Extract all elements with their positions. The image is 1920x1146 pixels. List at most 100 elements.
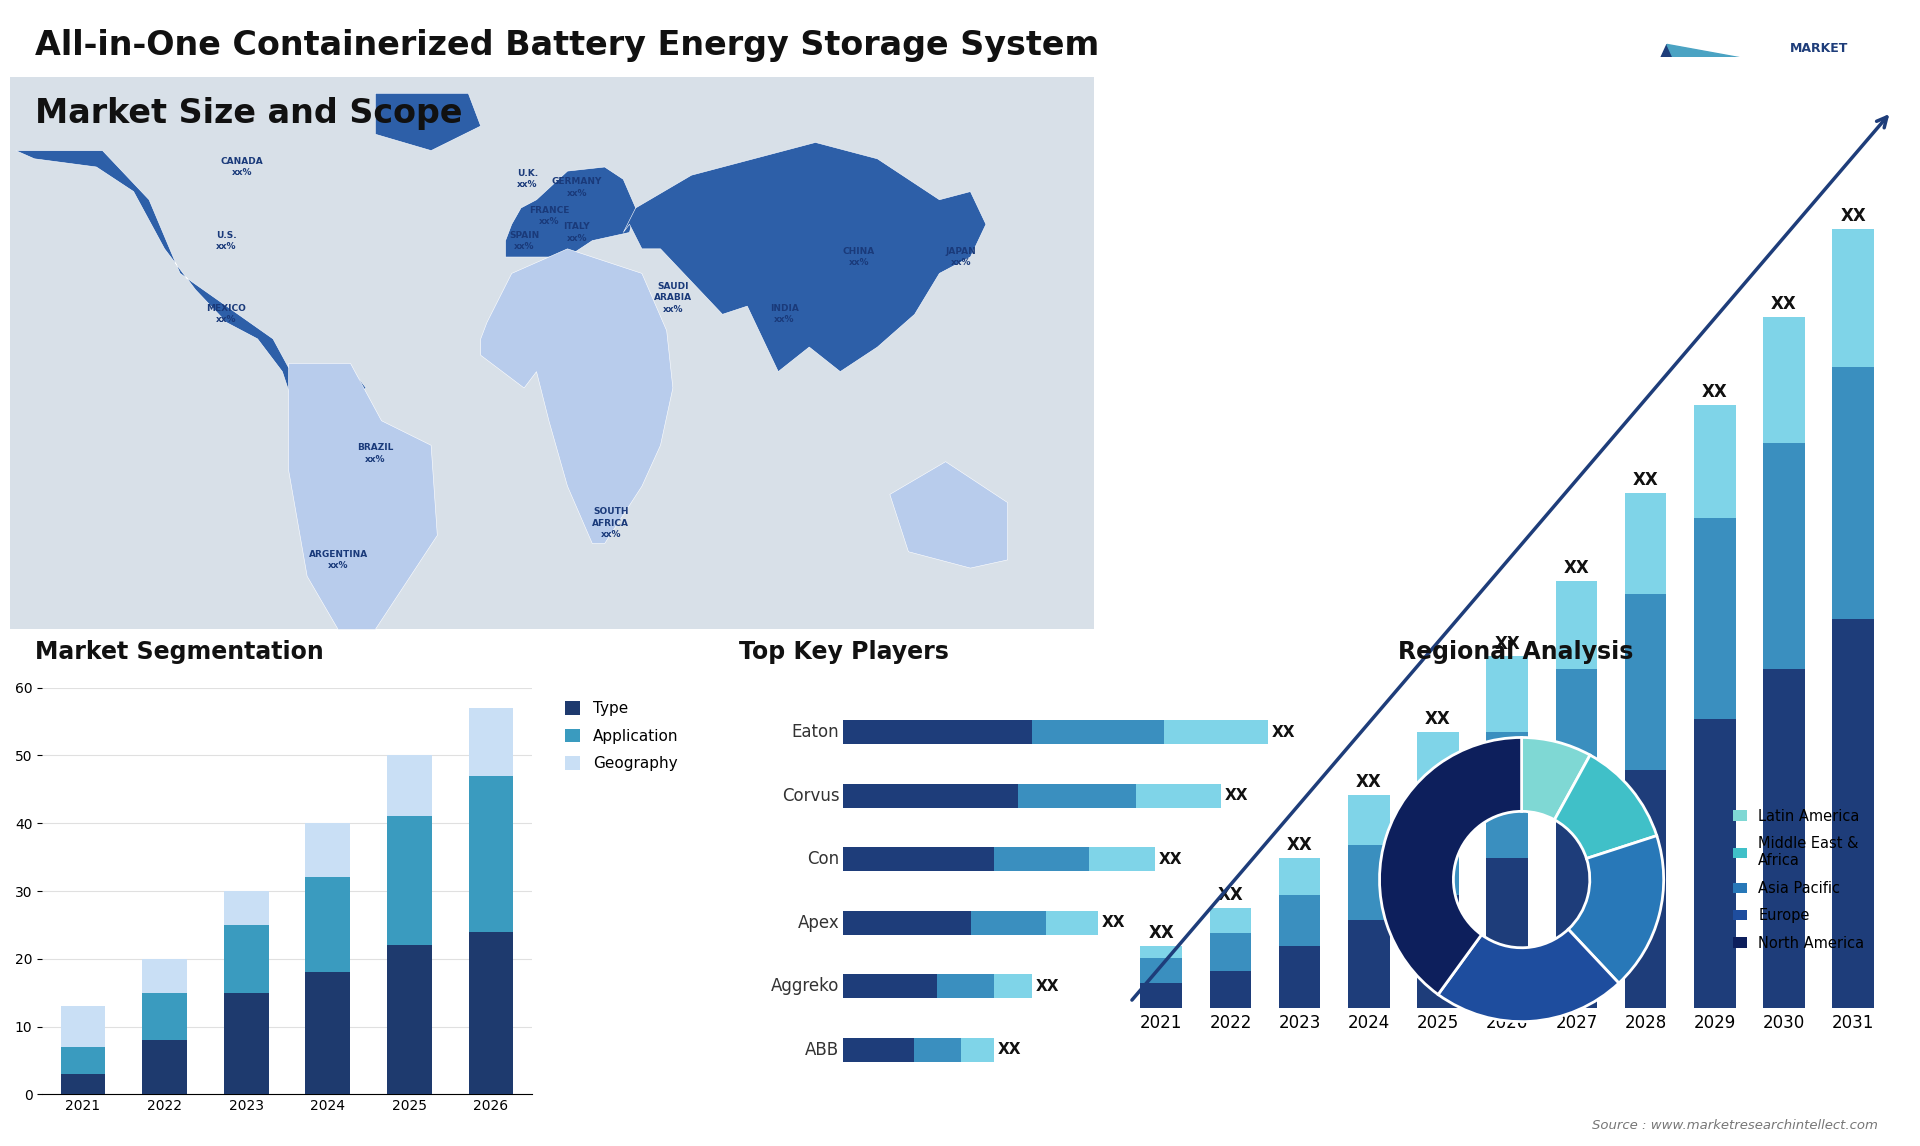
Bar [1140, 983, 1183, 1008]
Bar [388, 755, 432, 816]
Text: SAUDI
ARABIA
xx%: SAUDI ARABIA xx% [655, 282, 691, 314]
Bar [1089, 847, 1154, 871]
Bar [468, 776, 513, 932]
Text: Regional Analysis: Regional Analysis [1398, 639, 1634, 664]
Polygon shape [288, 363, 438, 629]
Bar [1018, 784, 1137, 808]
Bar [1555, 669, 1597, 819]
Text: XX: XX [1035, 979, 1060, 994]
Wedge shape [1380, 738, 1523, 995]
Bar [1693, 720, 1736, 1008]
Bar [1348, 845, 1390, 920]
Text: XX: XX [1839, 207, 1866, 225]
Bar [1486, 857, 1528, 1008]
Text: JAPAN
xx%: JAPAN xx% [947, 248, 977, 267]
Bar [1624, 770, 1667, 1008]
Text: XX: XX [1632, 471, 1659, 489]
Polygon shape [1703, 57, 1776, 124]
Bar [1137, 784, 1221, 808]
Bar [1417, 794, 1459, 895]
Text: XX: XX [998, 1043, 1021, 1058]
Bar [142, 959, 186, 992]
Bar [1832, 229, 1874, 367]
Bar [1624, 493, 1667, 594]
Text: MEXICO
xx%: MEXICO xx% [207, 305, 246, 324]
Bar [1140, 945, 1183, 958]
Legend: Latin America, Middle East &
Africa, Asia Pacific, Europe, North America: Latin America, Middle East & Africa, Asi… [1728, 802, 1870, 957]
Bar [388, 945, 432, 1094]
Bar [1555, 819, 1597, 1008]
Bar [843, 974, 937, 998]
Text: SPAIN
xx%: SPAIN xx% [509, 230, 540, 251]
Bar [995, 847, 1089, 871]
Text: XX: XX [1225, 788, 1248, 803]
Text: SOUTH
AFRICA
xx%: SOUTH AFRICA xx% [593, 508, 630, 539]
Text: Eaton: Eaton [791, 723, 839, 741]
Polygon shape [624, 142, 987, 371]
Text: INDIA
xx%: INDIA xx% [770, 305, 799, 324]
Bar [1210, 933, 1252, 971]
Bar [142, 1041, 186, 1094]
Bar [468, 708, 513, 776]
Text: XX: XX [1563, 559, 1590, 578]
Bar [1693, 518, 1736, 720]
Text: Con: Con [806, 850, 839, 869]
Wedge shape [1555, 755, 1657, 858]
Bar [1486, 732, 1528, 857]
Bar [225, 992, 269, 1094]
Bar [843, 784, 1018, 808]
Text: Apex: Apex [797, 913, 839, 932]
Wedge shape [1521, 738, 1590, 819]
Text: XX: XX [1356, 772, 1382, 791]
Bar [843, 720, 1031, 744]
Bar [61, 1074, 106, 1094]
Bar [1210, 908, 1252, 933]
Text: XX: XX [1494, 635, 1521, 652]
Polygon shape [10, 77, 1094, 629]
Bar [843, 847, 995, 871]
Bar [843, 911, 970, 935]
Text: Market Size and Scope: Market Size and Scope [35, 97, 463, 131]
Bar [914, 1038, 962, 1062]
Text: ABB: ABB [804, 1041, 839, 1059]
Text: U.K.
xx%: U.K. xx% [516, 170, 538, 189]
Bar [1417, 895, 1459, 1008]
Text: U.S.
xx%: U.S. xx% [217, 230, 236, 251]
Text: BRAZIL
xx%: BRAZIL xx% [357, 444, 394, 463]
Text: RESEARCH: RESEARCH [1789, 69, 1864, 81]
Polygon shape [505, 167, 636, 257]
Polygon shape [1630, 45, 1703, 124]
Text: XX: XX [1271, 724, 1296, 739]
Bar [1046, 911, 1098, 935]
Text: Corvus: Corvus [781, 786, 839, 804]
Text: Source : www.marketresearchintellect.com: Source : www.marketresearchintellect.com [1592, 1120, 1878, 1132]
Bar [468, 932, 513, 1094]
Bar [1348, 920, 1390, 1008]
Bar [61, 1047, 106, 1074]
Text: XX: XX [1425, 711, 1452, 728]
Polygon shape [480, 249, 672, 543]
Text: Top Key Players: Top Key Players [739, 639, 948, 664]
Bar [1832, 619, 1874, 1008]
Bar [305, 823, 349, 878]
Bar [305, 972, 349, 1094]
Text: XX: XX [1286, 835, 1313, 854]
Bar [1486, 657, 1528, 732]
Text: ARGENTINA
xx%: ARGENTINA xx% [309, 550, 369, 570]
Polygon shape [1667, 45, 1740, 124]
Bar [1279, 895, 1321, 945]
Bar [1832, 367, 1874, 619]
Bar [225, 925, 269, 992]
Text: Aggreko: Aggreko [772, 978, 839, 996]
Bar [142, 992, 186, 1041]
Bar [1763, 669, 1805, 1008]
Bar [1210, 971, 1252, 1008]
Legend: Type, Application, Geography: Type, Application, Geography [559, 696, 684, 777]
Text: GERMANY
xx%: GERMANY xx% [551, 178, 603, 197]
Text: Market Segmentation: Market Segmentation [35, 639, 323, 664]
Bar [1417, 732, 1459, 794]
Text: MARKET: MARKET [1789, 42, 1847, 55]
Bar [1140, 958, 1183, 983]
Bar [1763, 316, 1805, 442]
Bar [937, 974, 995, 998]
